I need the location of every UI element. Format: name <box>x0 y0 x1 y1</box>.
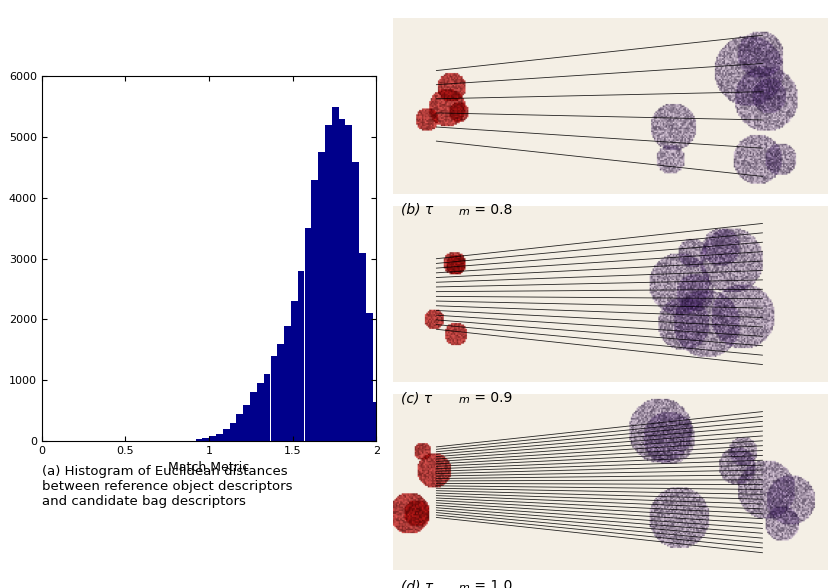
Bar <box>243 405 250 441</box>
Bar <box>366 313 373 441</box>
Bar <box>216 434 222 441</box>
Text: (a) Histogram of Euclidean distances
between reference object descriptors
and ca: (a) Histogram of Euclidean distances bet… <box>42 465 293 507</box>
Bar <box>237 414 243 441</box>
Bar <box>284 326 291 441</box>
Bar <box>196 439 202 441</box>
Bar <box>304 228 311 441</box>
Bar <box>263 374 270 441</box>
Bar <box>209 436 216 441</box>
Bar <box>202 438 209 441</box>
X-axis label: Match Metric: Match Metric <box>168 462 250 475</box>
Bar <box>298 271 304 441</box>
Bar <box>373 402 380 441</box>
Text: m: m <box>458 583 469 588</box>
Bar <box>223 429 230 441</box>
Text: m: m <box>458 207 469 217</box>
Bar <box>352 162 359 441</box>
Bar <box>339 119 345 441</box>
Text: (b) τ: (b) τ <box>401 203 434 217</box>
Bar <box>312 180 319 441</box>
Bar <box>257 383 263 441</box>
Text: = 1.0: = 1.0 <box>470 579 512 588</box>
Bar <box>278 344 284 441</box>
Text: = 0.8: = 0.8 <box>470 203 512 217</box>
Bar <box>359 253 366 441</box>
Bar <box>319 152 325 441</box>
Bar <box>230 423 237 441</box>
Bar <box>271 356 278 441</box>
Bar <box>250 392 257 441</box>
Bar <box>345 125 352 441</box>
Text: m: m <box>458 395 469 405</box>
Bar <box>325 125 332 441</box>
Y-axis label: Match Count: Match Count <box>0 219 3 298</box>
Bar <box>291 301 298 441</box>
Bar <box>332 107 339 441</box>
Text: (c) τ: (c) τ <box>401 391 432 405</box>
Text: = 0.9: = 0.9 <box>470 391 512 405</box>
Text: (d) τ: (d) τ <box>401 579 434 588</box>
